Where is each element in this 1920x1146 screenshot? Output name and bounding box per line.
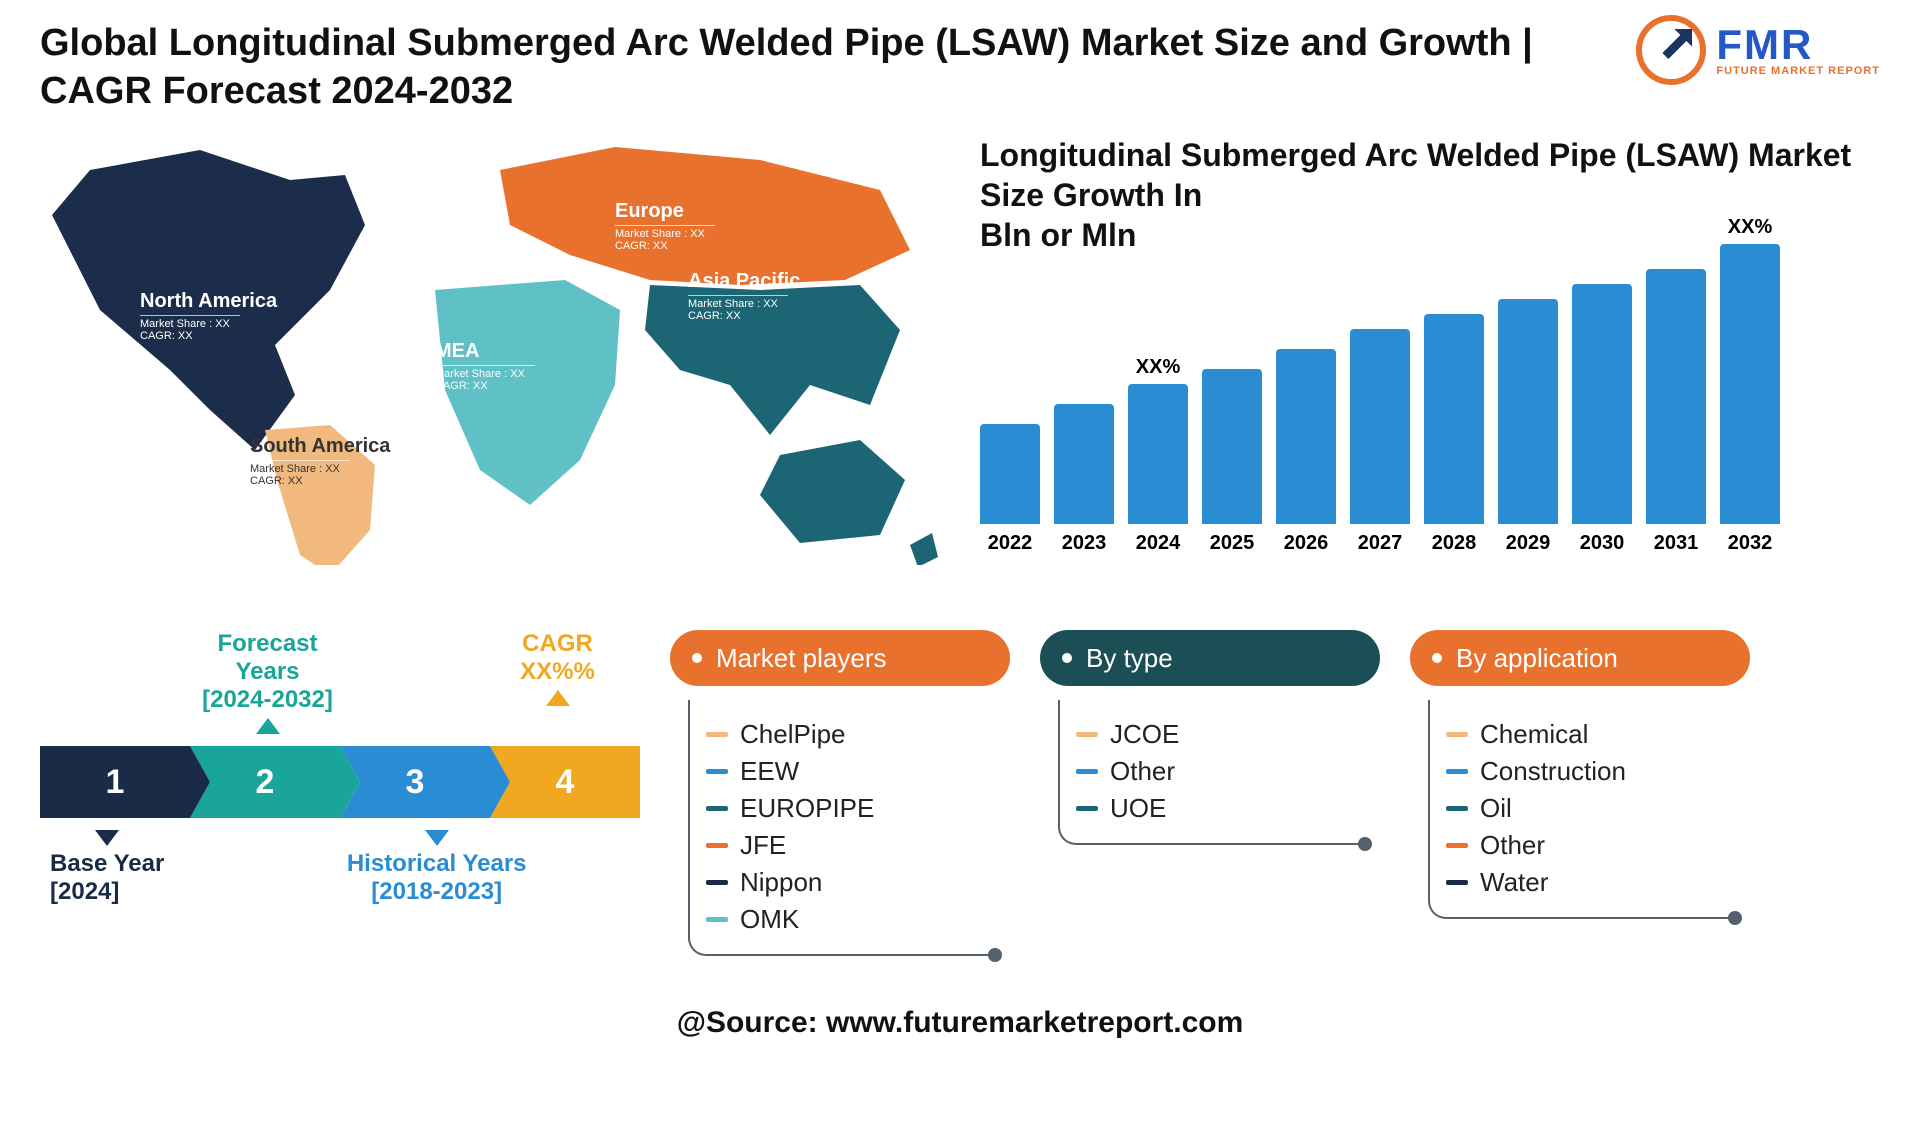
timeline-step: 3	[340, 746, 490, 818]
bar: 2028	[1424, 314, 1484, 555]
base-year-label: Base Year [2024]	[50, 826, 205, 906]
historical-label: Historical Years [2018-2023]	[330, 826, 543, 906]
upper-section: North AmericaMarket Share : XXCAGR: XX So…	[0, 135, 1920, 565]
segment-header: By type	[1040, 630, 1380, 686]
segment: Market players ChelPipeEEWEUROPIPEJFENipp…	[670, 630, 1010, 956]
bar: 2023	[1054, 404, 1114, 555]
forecast-label: Forecast Years [2024-2032]	[195, 630, 340, 738]
bar-chart: Longitudinal Submerged Arc Welded Pipe (…	[960, 135, 1880, 565]
bar: 2031	[1646, 269, 1706, 555]
segment-item: Construction	[1446, 753, 1730, 790]
logo-sub: FUTURE MARKET REPORT	[1716, 66, 1880, 77]
timeline: Forecast Years [2024-2032] CAGR XX%% 123…	[40, 630, 640, 956]
region-label: South AmericaMarket Share : XXCAGR: XX	[250, 435, 390, 487]
region-label: MEAMarket Share : XXCAGR: XX	[435, 340, 535, 392]
region-label: Asia PacificMarket Share : XXCAGR: XX	[688, 270, 800, 322]
lower-section: Forecast Years [2024-2032] CAGR XX%% 123…	[0, 610, 1920, 956]
segment-item: EUROPIPE	[706, 790, 990, 827]
region-ap-aus	[760, 440, 905, 543]
segment-item: JFE	[706, 827, 990, 864]
bar: 2025	[1202, 369, 1262, 555]
segment: By application ChemicalConstructionOilOth…	[1410, 630, 1750, 956]
segment-item: Water	[1446, 864, 1730, 901]
segments: Market players ChelPipeEEWEUROPIPEJFENipp…	[670, 630, 1750, 956]
segment-item: JCOE	[1076, 716, 1360, 753]
world-map: North AmericaMarket Share : XXCAGR: XX So…	[40, 135, 940, 565]
segment-item: Chemical	[1446, 716, 1730, 753]
segment-item: Other	[1076, 753, 1360, 790]
segment-item: ChelPipe	[706, 716, 990, 753]
logo-fmr: FMR	[1716, 24, 1880, 66]
source-line: @Source: www.futuremarketreport.com	[0, 1006, 1920, 1040]
bar: XX%2024	[1128, 384, 1188, 555]
segment-item: Nippon	[706, 864, 990, 901]
bar: XX%2032	[1720, 244, 1780, 555]
logo: FMR FUTURE MARKET REPORT	[1636, 15, 1880, 85]
cagr-label: CAGR XX%%	[485, 630, 630, 738]
segment-item: EEW	[706, 753, 990, 790]
timeline-step: 2	[190, 746, 340, 818]
segment-item: Other	[1446, 827, 1730, 864]
bar: 2030	[1572, 284, 1632, 555]
logo-icon	[1636, 15, 1706, 85]
region-label: North AmericaMarket Share : XXCAGR: XX	[140, 290, 277, 342]
region-ap-nz	[910, 533, 938, 565]
bar: 2027	[1350, 329, 1410, 555]
region-mea	[435, 280, 620, 505]
page-title: Global Longitudinal Submerged Arc Welded…	[40, 20, 1636, 115]
segment-item: UOE	[1076, 790, 1360, 827]
chart-bars: 20222023XX%20242025202620272028202920302…	[980, 275, 1880, 555]
segment-header: Market players	[670, 630, 1010, 686]
segment-item: OMK	[706, 901, 990, 938]
bar: 2022	[980, 424, 1040, 555]
timeline-step: 1	[40, 746, 190, 818]
timeline-bar: 1234	[40, 746, 640, 818]
segment-header: By application	[1410, 630, 1750, 686]
header: Global Longitudinal Submerged Arc Welded…	[0, 0, 1920, 125]
bar: 2029	[1498, 299, 1558, 555]
timeline-step: 4	[490, 746, 640, 818]
segment-item: Oil	[1446, 790, 1730, 827]
bar: 2026	[1276, 349, 1336, 555]
region-label: EuropeMarket Share : XXCAGR: XX	[615, 200, 715, 252]
segment: By type JCOEOtherUOE	[1040, 630, 1380, 956]
